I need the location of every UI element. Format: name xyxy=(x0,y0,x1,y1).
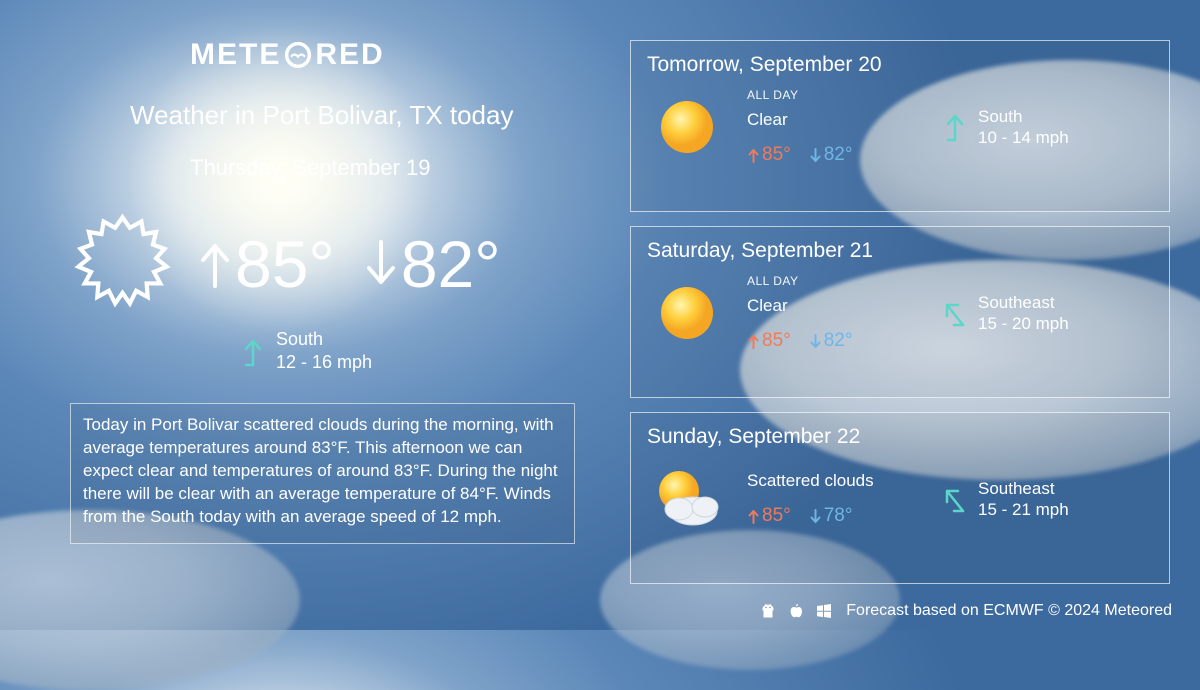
today-low-value: 82° xyxy=(401,231,501,297)
arrow-down-icon xyxy=(361,236,401,292)
windows-icon xyxy=(816,603,832,619)
sun-outline-icon xyxy=(70,211,175,316)
today-date: Thursday, September 19 xyxy=(190,155,600,181)
apple-icon xyxy=(788,603,804,619)
forecast-card: Sunday, September 22 Scattered clouds 85… xyxy=(630,412,1170,584)
forecast-card-title: Tomorrow, September 20 xyxy=(647,53,1153,77)
forecast-wind-speed: 10 - 14 mph xyxy=(978,127,1069,148)
brand-post: RED xyxy=(315,38,384,72)
forecast-weather-icon xyxy=(647,273,727,353)
forecast-wind-dir: Southeast xyxy=(978,478,1069,499)
forecast-allday-label: ALL DAY xyxy=(747,274,922,288)
today-wind-dir: South xyxy=(276,328,372,351)
forecast-wind: Southeast 15 - 20 mph xyxy=(942,292,1069,335)
forecast-card-title: Saturday, September 21 xyxy=(647,239,1153,263)
forecast-low: 82° xyxy=(809,144,853,166)
brand-cloud-icon xyxy=(284,41,312,69)
forecast-high: 85° xyxy=(747,330,791,352)
forecast-wind-speed: 15 - 21 mph xyxy=(978,499,1069,520)
forecast-low: 82° xyxy=(809,330,853,352)
arrow-up-icon xyxy=(195,236,235,292)
android-icon xyxy=(760,603,776,619)
forecast-wind: Southeast 15 - 21 mph xyxy=(942,478,1069,521)
forecast-low: 78° xyxy=(809,505,853,527)
forecast-wind-speed: 15 - 20 mph xyxy=(978,313,1069,334)
forecast-condition: Clear xyxy=(747,110,922,130)
forecast-wind-dir: Southeast xyxy=(978,292,1069,313)
forecast-high: 85° xyxy=(747,505,791,527)
forecast-wind-dir: South xyxy=(978,106,1069,127)
page-title: Weather in Port Bolivar, TX today xyxy=(130,100,600,131)
brand-pre: METE xyxy=(190,38,281,72)
forecast-condition: Clear xyxy=(747,296,922,316)
today-summary-row: 85° 82° xyxy=(70,211,600,316)
today-high-value: 85° xyxy=(235,231,335,297)
forecast-allday-label: ALL DAY xyxy=(747,88,922,102)
today-wind-speed: 12 - 16 mph xyxy=(276,351,372,374)
today-text-summary: Today in Port Bolivar scattered clouds d… xyxy=(70,403,575,544)
forecast-weather-icon xyxy=(647,459,727,539)
forecast-card: Saturday, September 21 ALL DAY Clear 85°… xyxy=(630,226,1170,398)
forecast-wind: South 10 - 14 mph xyxy=(942,106,1069,149)
forecast-weather-icon xyxy=(647,87,727,167)
forecast-high: 85° xyxy=(747,144,791,166)
wind-arrow-icon xyxy=(240,335,266,367)
today-wind: South 12 - 16 mph xyxy=(240,328,600,373)
today-low: 82° xyxy=(361,231,501,297)
footer-text: Forecast based on ECMWF © 2024 Meteored xyxy=(846,602,1172,620)
forecast-card: Tomorrow, September 20 ALL DAY Clear 85°… xyxy=(630,40,1170,212)
footer: Forecast based on ECMWF © 2024 Meteored xyxy=(28,602,1172,620)
today-high: 85° xyxy=(195,231,335,297)
forecast-condition: Scattered clouds xyxy=(747,471,922,491)
brand-logo: METE RED xyxy=(190,38,600,72)
forecast-card-title: Sunday, September 22 xyxy=(647,425,1153,449)
